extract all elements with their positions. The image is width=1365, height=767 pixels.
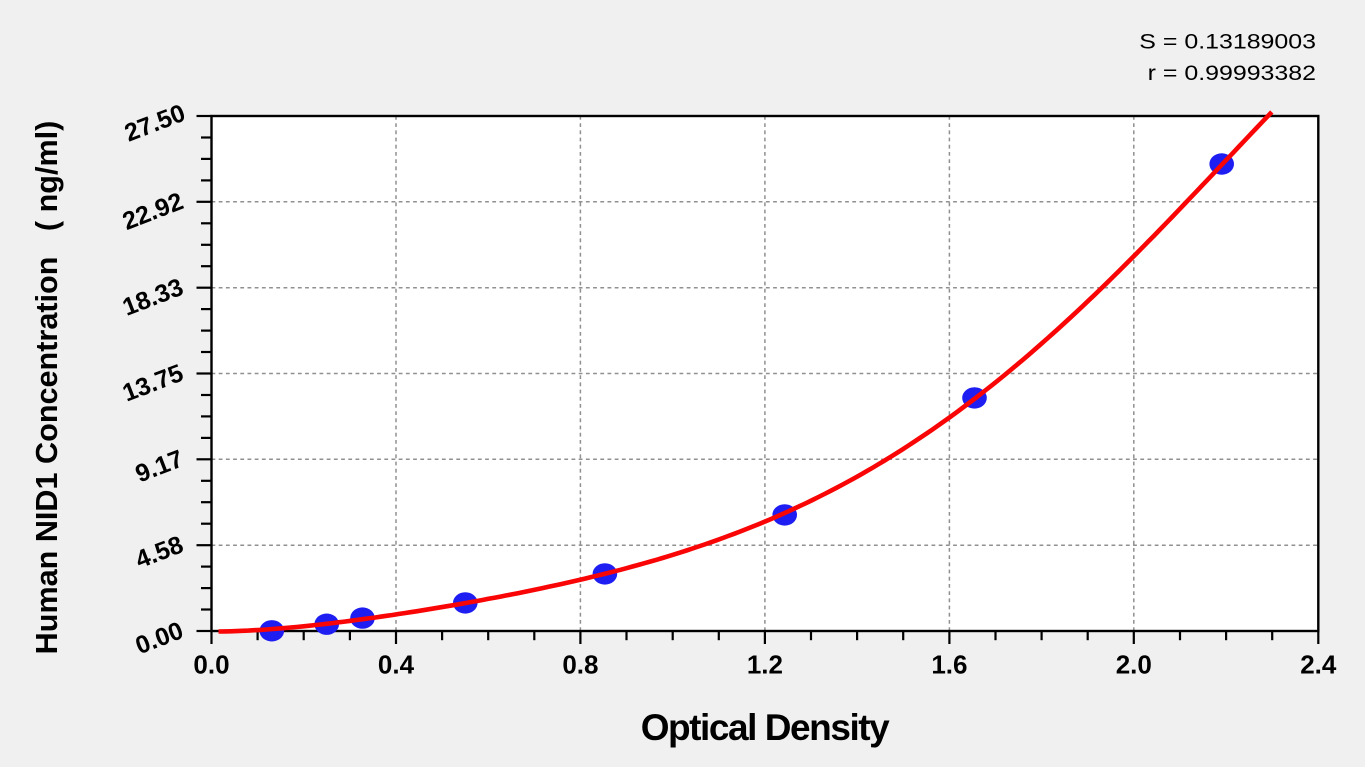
svg-text:2.4: 2.4 (1300, 650, 1337, 680)
svg-text:Optical Density: Optical Density (641, 707, 890, 748)
svg-text:1.2: 1.2 (747, 650, 783, 680)
svg-text:0.0: 0.0 (193, 650, 229, 680)
svg-text:Human NID1 Concentration ( n: Human NID1 Concentration ( ng/ml) (30, 121, 64, 655)
svg-text:0.8: 0.8 (562, 650, 598, 680)
svg-text:2.0: 2.0 (1116, 650, 1152, 680)
svg-text:r = 0.99993382: r = 0.99993382 (1148, 61, 1316, 85)
svg-text:0.4: 0.4 (378, 650, 415, 680)
svg-text:1.6: 1.6 (931, 650, 967, 680)
svg-text:S = 0.13189003: S = 0.13189003 (1139, 29, 1316, 53)
